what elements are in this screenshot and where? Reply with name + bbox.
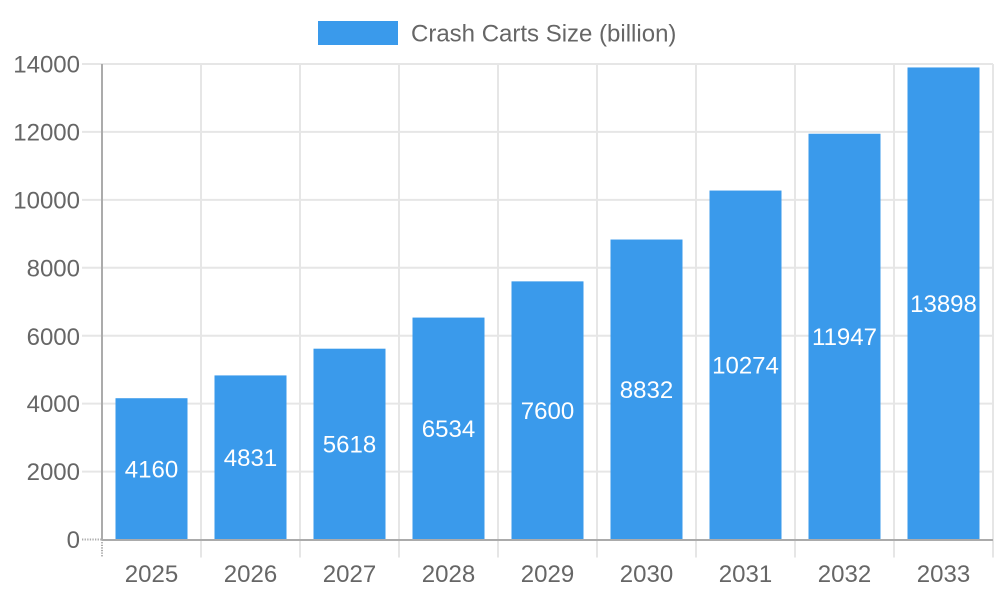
svg-text:2031: 2031	[719, 561, 772, 588]
svg-text:10000: 10000	[13, 187, 80, 214]
svg-text:13898: 13898	[910, 291, 977, 318]
svg-text:8000: 8000	[27, 255, 80, 282]
svg-text:10274: 10274	[712, 353, 779, 380]
svg-text:Crash Carts Size (billion): Crash Carts Size (billion)	[411, 21, 676, 48]
svg-text:2029: 2029	[521, 561, 574, 588]
svg-text:2028: 2028	[422, 561, 475, 588]
svg-text:8832: 8832	[620, 377, 673, 404]
svg-text:6000: 6000	[27, 324, 80, 351]
svg-text:0: 0	[67, 527, 80, 554]
svg-text:4160: 4160	[125, 456, 178, 483]
svg-text:2032: 2032	[818, 561, 871, 588]
svg-text:2026: 2026	[224, 561, 277, 588]
svg-text:14000: 14000	[13, 52, 80, 79]
svg-text:5618: 5618	[323, 432, 376, 459]
svg-text:2025: 2025	[125, 561, 178, 588]
svg-text:12000: 12000	[13, 119, 80, 146]
svg-text:6534: 6534	[422, 416, 475, 443]
svg-text:2027: 2027	[323, 561, 376, 588]
svg-text:2000: 2000	[27, 459, 80, 486]
svg-text:2033: 2033	[917, 561, 970, 588]
svg-text:7600: 7600	[521, 398, 574, 425]
svg-text:4000: 4000	[27, 391, 80, 418]
svg-text:11947: 11947	[812, 324, 877, 351]
svg-text:4831: 4831	[224, 445, 277, 472]
svg-text:2030: 2030	[620, 561, 673, 588]
